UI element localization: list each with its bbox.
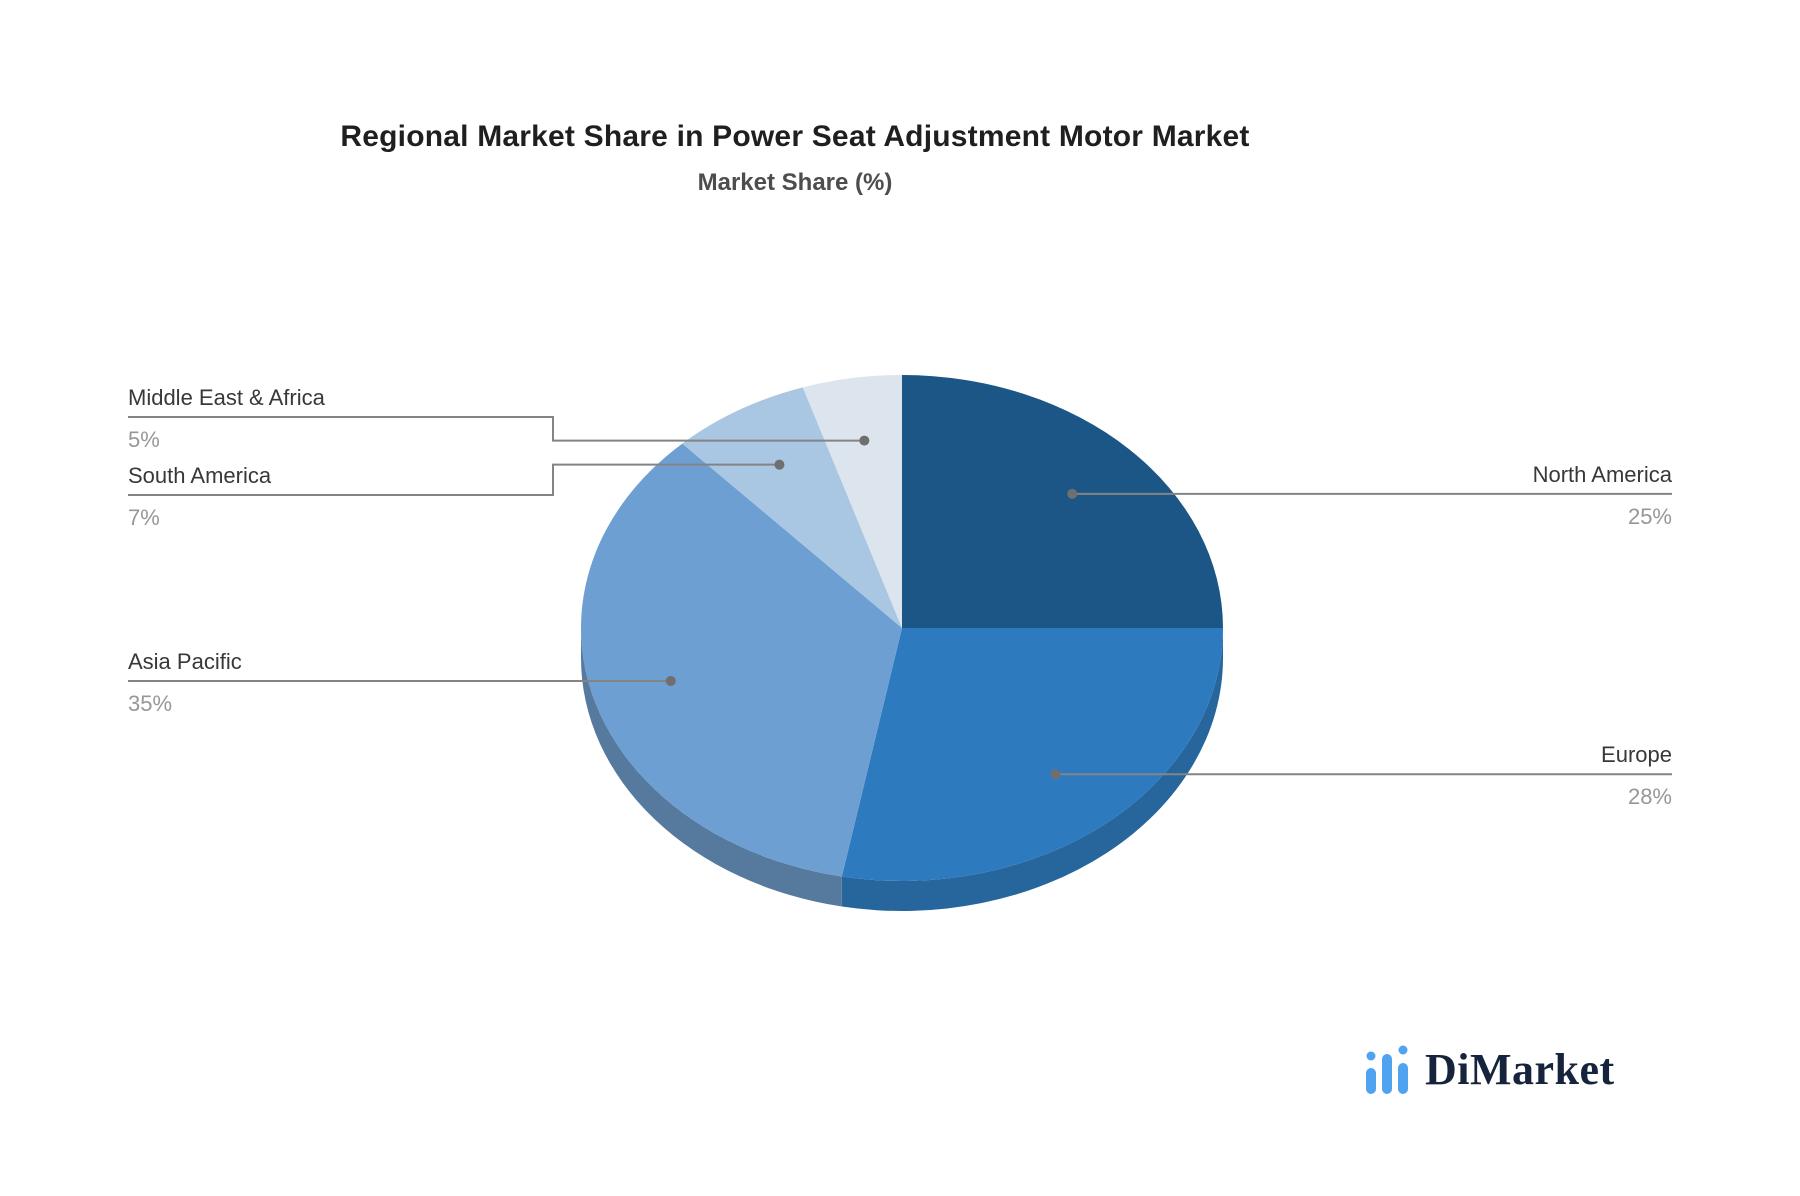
pie-slice-side-europe: [841, 628, 1223, 911]
slice-label-asia-pacific: Asia Pacific: [128, 649, 242, 674]
pie-slice-side-asia-pacific: [581, 628, 842, 907]
callout-line-south-america: [128, 463, 780, 496]
slice-value-middle-east-africa: 5%: [128, 427, 160, 452]
slice-label-south-america: South America: [128, 463, 272, 488]
dimarket-logo-text: DiMarket: [1425, 1045, 1615, 1094]
slice-label-middle-east-africa: Middle East & Africa: [128, 385, 325, 410]
pie-slice-europe[interactable]: [841, 628, 1223, 882]
chart-subtitle: Market Share (%): [697, 169, 893, 196]
dimarket-logo-icon: [1366, 1045, 1408, 1094]
slice-value-north-america: 25%: [1627, 503, 1672, 529]
callout-line-middle-east-africa: [128, 416, 865, 442]
dimarket-logo: DiMarket: [1363, 1038, 1615, 1094]
slice-value-europe: 28%: [1627, 784, 1672, 810]
pie-slice-asia-pacific[interactable]: [581, 443, 902, 877]
callout-dot-asia-pacific: [665, 675, 676, 686]
slice-label-europe: Europe: [1601, 742, 1672, 768]
callout-dot-north-america: [1067, 488, 1078, 499]
chart-title: Regional Market Share in Power Seat Adju…: [340, 120, 1250, 153]
slice-value-asia-pacific: 35%: [128, 691, 173, 716]
pie-slice-south-america[interactable]: [682, 387, 902, 628]
pie-slice-north-america[interactable]: [902, 375, 1223, 628]
pie-slice-middle-east-africa[interactable]: [802, 375, 902, 628]
slice-value-south-america: 7%: [128, 505, 160, 530]
callout-dot-europe: [1050, 769, 1061, 780]
slice-label-north-america: North America: [1532, 461, 1672, 487]
callout-dot-middle-east-africa: [859, 435, 870, 446]
callout-dot-south-america: [774, 459, 785, 470]
